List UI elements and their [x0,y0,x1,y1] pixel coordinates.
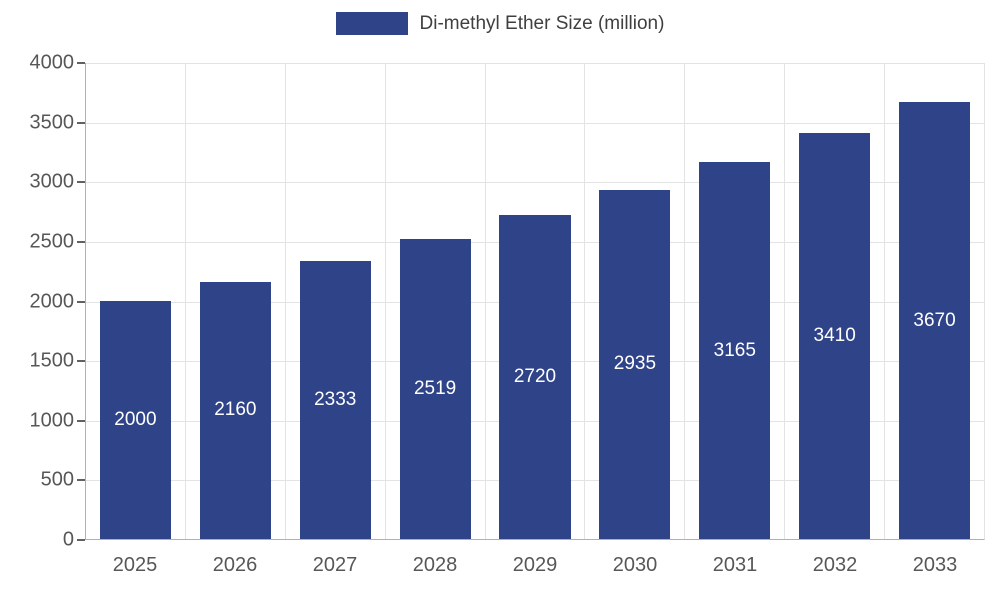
y-tick-label: 0 [62,528,74,551]
x-tick-label: 2031 [712,554,758,576]
x-tick-label: 2026 [212,554,258,576]
x-tick-label: 2027 [312,554,358,576]
bar[interactable]: 3165 [699,162,771,539]
y-tick-mark [77,360,85,363]
bar[interactable]: 2333 [299,261,371,539]
bar[interactable]: 3410 [799,133,871,539]
bar-value-label: 2160 [214,399,257,421]
bar-value-label: 2720 [513,366,557,388]
x-tick-label: 2033 [912,554,958,576]
bar-value-label: 3165 [713,339,756,361]
bar-value-label: 2333 [314,389,357,411]
category-cell: 3670 [884,63,984,539]
y-tick-label: 2500 [29,230,75,253]
y-tick-mark [77,419,85,422]
y-tick-mark [77,181,85,184]
bar[interactable]: 2519 [399,239,471,539]
category-cell: 2519 [384,63,485,539]
y-tick-mark [77,62,85,64]
bar[interactable]: 2935 [599,189,671,539]
y-tick-mark [77,300,85,303]
y-tick-label: 4000 [29,51,75,74]
bar-value-label: 3410 [813,325,856,347]
category-cell: 2000 [86,63,185,539]
y-tick-label: 1000 [29,409,75,432]
category-cell: 3165 [684,63,784,539]
bar-value-label: 3670 [913,309,956,331]
y-tick-mark [77,240,85,243]
x-tick-label: 2030 [612,554,658,576]
category-cell: 2935 [584,63,684,539]
x-tick-label: 2029 [512,554,558,576]
category-cell: 2160 [184,63,285,539]
x-tick-label: 2025 [112,554,158,576]
legend-swatch[interactable] [335,12,408,35]
legend-label[interactable]: Di-methyl Ether Size (million) [419,12,665,34]
bars-row: 2000 2160 2333 2519 2720 2935 3165 3410 3670 [86,63,984,539]
y-tick-mark [77,539,85,541]
y-tick-label: 3000 [29,170,75,193]
y-tick-label: 500 [40,468,74,491]
bar[interactable]: 2160 [199,281,271,539]
x-axis: 2025 2026 2027 2028 2029 2030 2031 2032 2033 [85,554,985,577]
category-cell: 3410 [784,63,884,539]
y-tick-label: 1500 [29,349,75,372]
bar-value-label: 2519 [413,378,457,400]
legend: Di-methyl Ether Size (million) [0,12,1000,35]
y-tick-label: 3500 [29,111,75,134]
category-cell: 2720 [484,63,585,539]
y-tick-mark [77,479,85,482]
bar[interactable]: 3670 [898,102,971,539]
x-tick-label: 2028 [412,554,458,576]
bar[interactable]: 2720 [499,215,571,539]
bar-value-label: 2935 [613,353,657,375]
plot-area: 2000 2160 2333 2519 2720 2935 3165 3410 3670 [85,63,985,540]
x-tick-label: 2032 [812,554,858,576]
category-cell: 2333 [284,63,385,539]
bar-value-label: 2000 [114,409,157,430]
bar[interactable]: 2000 [99,301,172,539]
y-tick-mark [77,121,85,124]
y-tick-label: 2000 [29,290,75,312]
